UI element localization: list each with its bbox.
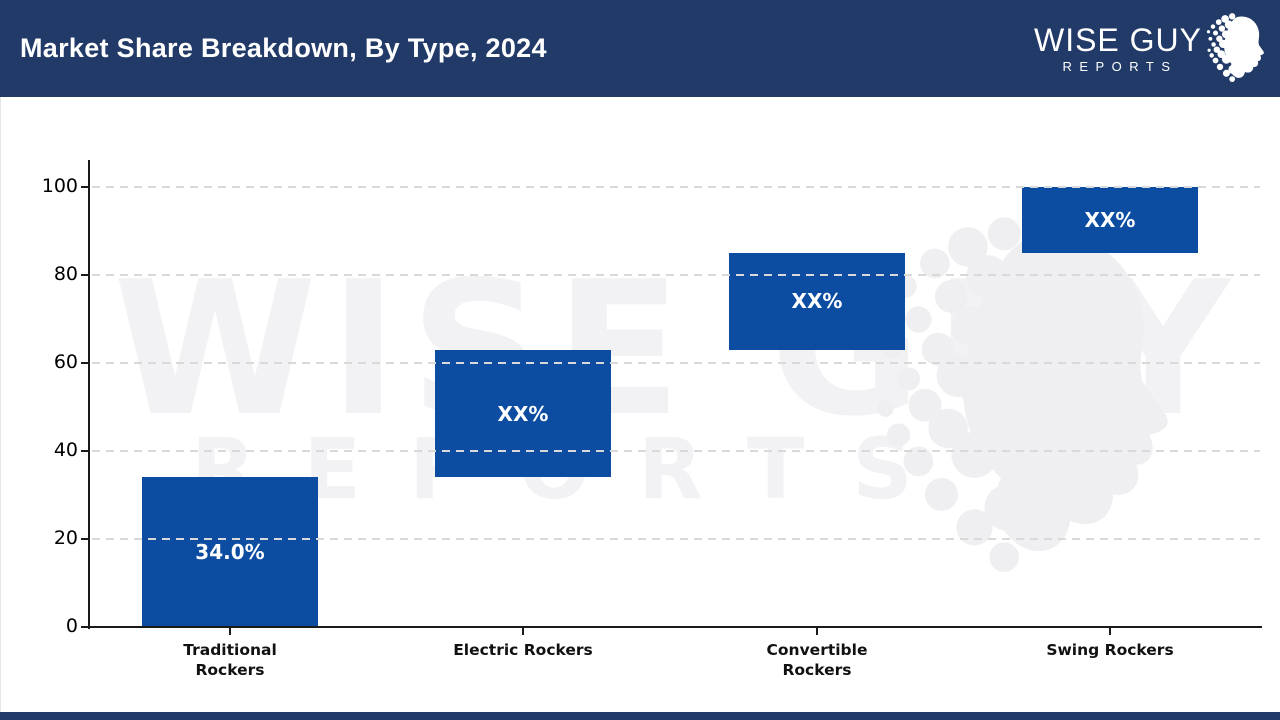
y-tick-20 (81, 538, 88, 540)
bar-value-label: XX% (791, 289, 843, 314)
y-tick-label-100: 100 (41, 175, 78, 197)
wise-guy-head-icon (1204, 11, 1268, 87)
y-axis-line (88, 160, 90, 629)
bar-traditional-rockers: 34.0% (142, 477, 318, 627)
x-category-label-2: Convertible Rockers (766, 641, 868, 680)
y-tick-100 (81, 186, 88, 188)
watermark-text-main: WISE GUY (113, 241, 1242, 457)
grid-line-40 (92, 450, 1260, 452)
logo-wordmark: WISE GUY REPORTS (1034, 24, 1202, 74)
bar-swing-rockers: XX% (1022, 187, 1198, 253)
y-tick-label-80: 80 (53, 263, 78, 285)
x-tick-2 (816, 628, 818, 635)
x-axis-line (88, 626, 1262, 628)
y-tick-80 (81, 274, 88, 276)
header-bar: Market Share Breakdown, By Type, 2024 WI… (0, 0, 1280, 97)
y-tick-40 (81, 450, 88, 452)
grid-line-80 (92, 274, 1260, 276)
bar-value-label: XX% (497, 401, 549, 426)
bar-convertible-rockers: XX% (729, 253, 905, 350)
grid-line-20 (92, 538, 1260, 540)
bar-value-label: 34.0% (195, 540, 265, 565)
chart-title: Market Share Breakdown, By Type, 2024 (20, 33, 547, 63)
logo-wordmark-sub: REPORTS (1062, 59, 1178, 74)
x-tick-3 (1109, 628, 1111, 635)
x-tick-1 (522, 628, 524, 635)
y-tick-label-60: 60 (53, 351, 78, 373)
grid-line-100 (92, 186, 1260, 188)
bar-value-label: XX% (1084, 208, 1136, 232)
x-category-label-0: Traditional Rockers (183, 641, 277, 680)
bar-electric-rockers: XX% (435, 349, 611, 478)
y-tick-label-20: 20 (53, 527, 78, 549)
watermark-head-icon (859, 212, 1189, 592)
footer-bar (0, 712, 1280, 720)
x-category-label-1: Electric Rockers (453, 641, 593, 659)
y-tick-0 (81, 626, 88, 628)
wise-guy-logo: WISE GUY REPORTS (1034, 6, 1268, 92)
y-tick-label-40: 40 (53, 439, 78, 461)
x-category-label-3: Swing Rockers (1046, 641, 1174, 659)
y-tick-label-0: 0 (65, 615, 78, 637)
x-tick-0 (229, 628, 231, 635)
y-tick-60 (81, 362, 88, 364)
grid-line-60 (92, 362, 1260, 364)
logo-wordmark-main: WISE GUY (1033, 22, 1202, 58)
